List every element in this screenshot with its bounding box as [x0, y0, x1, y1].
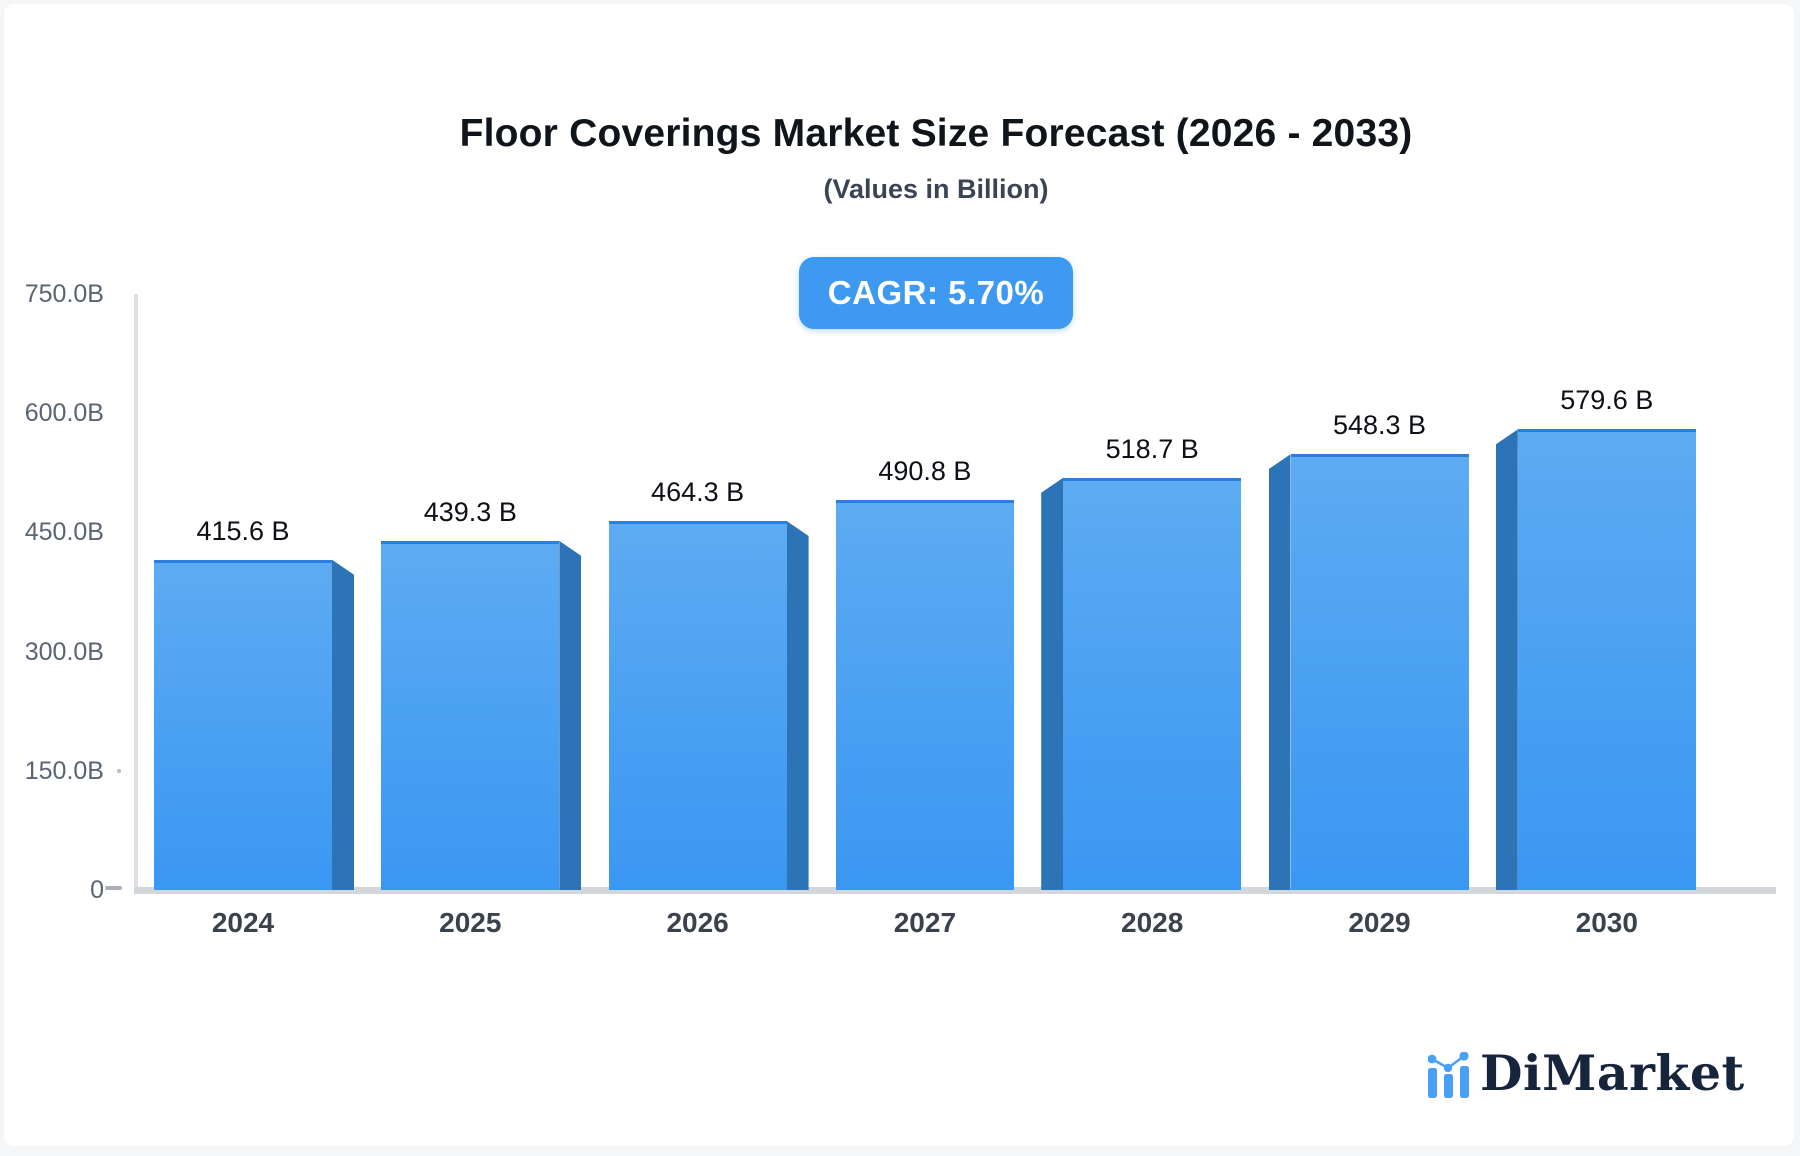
cagr-badge-label: CAGR: 5.70% [827, 274, 1045, 311]
bar-2028 [1063, 477, 1242, 890]
bar-value-label: 415.6 B [196, 515, 290, 546]
y-axis-label: 600.0B [24, 399, 104, 428]
chart-card: Floor Coverings Market Size Forecast (20… [4, 4, 1794, 1146]
zero-tick-mark [105, 886, 122, 890]
bar-2024 [154, 559, 332, 890]
y-axis-label: 750.0B [24, 280, 104, 308]
mini-bar-line-chart-icon [1428, 1052, 1469, 1098]
brand-logo: DiMarket [1428, 1046, 1745, 1098]
cagr-badge: CAGR: 5.70% [799, 257, 1073, 329]
bar-2026 [608, 521, 787, 890]
bar-2030 [1517, 429, 1696, 890]
bar-side-face [1268, 454, 1291, 890]
y-axis-line [134, 294, 138, 888]
bar-value-label: 579.6 B [1560, 385, 1654, 416]
y-axis-label: 450.0B [24, 518, 104, 547]
chart-subtitle: (Values in Billion) [823, 174, 1049, 204]
chart-title: Floor Coverings Market Size Forecast (20… [459, 112, 1413, 155]
bar-2025 [381, 540, 560, 890]
bar-side-face [786, 521, 809, 890]
x-axis-label: 2024 [211, 907, 275, 938]
bar-2027 [835, 499, 1014, 890]
x-axis-label: 2027 [893, 907, 957, 938]
x-axis-line [134, 887, 1776, 894]
bar-value-label: 518.7 B [1105, 433, 1199, 464]
bar-2029 [1290, 454, 1469, 890]
bar-value-label: 439.3 B [423, 496, 517, 527]
y-axis-label: 0 [90, 876, 104, 904]
x-axis-label: 2028 [1121, 907, 1184, 938]
bar-value-label: 490.8 B [878, 455, 972, 486]
bar-side-face [1041, 477, 1064, 890]
y-axis-tick-dot [117, 768, 121, 773]
bar-side-face [559, 540, 582, 890]
y-axis-label: 300.0B [24, 637, 104, 666]
bar-side-face [332, 559, 354, 890]
y-axis-label: 150.0B [24, 756, 104, 785]
bar-value-label: 548.3 B [1332, 410, 1427, 441]
x-axis-label: 2029 [1348, 907, 1411, 938]
bar-value-label: 464.3 B [651, 477, 745, 508]
x-axis-label: 2025 [439, 907, 502, 938]
title-wrap: Floor Coverings Market Size Forecast (20… [68, 110, 1800, 158]
bar-side-face [1495, 429, 1518, 890]
x-axis-label: 2026 [666, 907, 729, 938]
x-axis-label: 2030 [1575, 907, 1638, 938]
brand-logo-text: DiMarket [1480, 1044, 1745, 1102]
